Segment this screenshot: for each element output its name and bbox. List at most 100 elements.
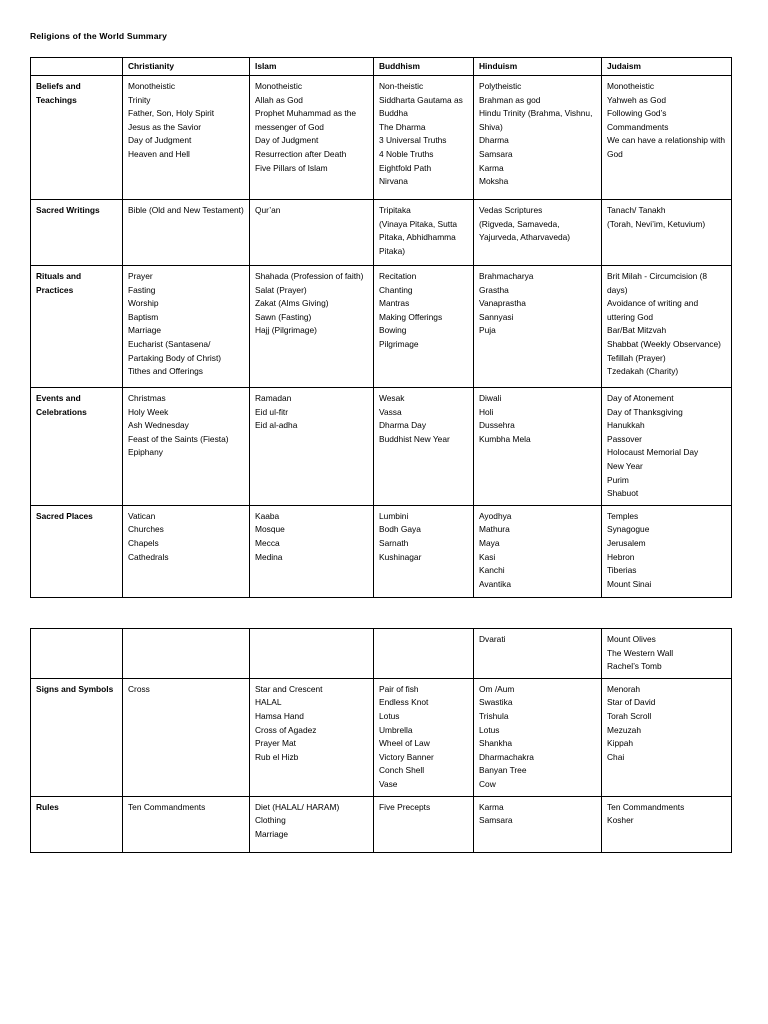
column-header-judaism: Judaism <box>601 57 732 76</box>
cell-line: Hajj (Pilgrimage) <box>255 325 317 336</box>
cell-line: Temples <box>607 510 639 521</box>
cell-judaism: Brit Milah - Circumcision (8 days) Avoida… <box>601 264 732 388</box>
row-header: Sacred Writings <box>30 198 123 266</box>
table-body: Beliefs and Teachings Monotheistic Trinity… <box>30 74 732 598</box>
cell-judaism: Temples Synagogue Jerusalem Hebron Tiberias M… <box>601 504 732 598</box>
cell-islam: Kaaba Mosque Mecca Medina <box>249 504 374 598</box>
cell-line: Day of Judgment <box>255 135 319 146</box>
cell-line: Shahada (Profession of faith) <box>255 270 364 281</box>
cell-line: Monotheistic <box>607 80 655 91</box>
cell-line: Eid al-adha <box>255 420 298 431</box>
cell-line: Sawn (Fasting) <box>255 311 312 322</box>
cell-line: Kippah <box>607 738 634 749</box>
cell-line: Samsara <box>479 815 513 826</box>
cell-line: Polytheistic <box>479 80 522 91</box>
religions-summary-table: Christianity Islam Buddhism Hinduism Jud… <box>30 57 732 598</box>
cell-line: Non-theistic <box>379 80 424 91</box>
cell-line: Cross <box>128 683 150 694</box>
column-header-blank <box>30 57 123 76</box>
cell-line: Star of David <box>607 697 656 708</box>
row-header: Signs and Symbols <box>30 677 123 797</box>
cell-line: Bodh Gaya <box>379 524 421 535</box>
table-row: Rituals and Practices Prayer Fasting Worshi… <box>30 264 732 388</box>
table-row: Sacred Places Vatican Churches Chapels Cathe… <box>30 504 732 598</box>
cell-christianity: Vatican Churches Chapels Cathedrals <box>122 504 250 598</box>
cell-line: Kasi <box>479 551 496 562</box>
cell-line: Day of Judgment <box>128 135 192 146</box>
cell-islam: Star and Crescent HALAL Hamsa Hand Cross of… <box>249 677 374 797</box>
cell-line: Yahweh as God <box>607 94 666 105</box>
cell-line: Kaaba <box>255 510 280 521</box>
cell-line: Jerusalem <box>607 538 646 549</box>
cell-line: Day of Thanksgiving <box>607 406 683 417</box>
column-header-buddhism: Buddhism <box>373 57 474 76</box>
cell-line: Bar/Bat Mitzvah <box>607 325 667 336</box>
cell-line: Trinity <box>128 94 151 105</box>
cell-line: Grastha <box>479 284 509 295</box>
cell-line: Clothing <box>255 815 286 826</box>
cell-line: Kumbha Mela <box>479 433 531 444</box>
cell-line: Chanting <box>379 284 413 295</box>
cell-line: Tefillah (Prayer) <box>607 352 666 363</box>
cell-islam: Diet (HALAL/ HARAM) Clothing Marriage <box>249 795 374 853</box>
cell-line: Heaven and Hell <box>128 148 190 159</box>
cell-buddhism: Pair of fish Endless Knot Lotus Umbrella Whe… <box>373 677 474 797</box>
cell-christianity: Bible (Old and New Testament) <box>122 198 250 266</box>
cell-line: Churches <box>128 524 164 535</box>
cell-line: Wesak <box>379 392 405 403</box>
cell-line: Avantika <box>479 578 511 589</box>
cell-line: Vedas Scriptures <box>479 204 543 215</box>
cell-line: Banyan Tree <box>479 765 527 776</box>
cell-line: Hebron <box>607 551 635 562</box>
cell-line: Vassa <box>379 406 402 417</box>
cell-line: Dvarati <box>479 634 506 644</box>
cell-line: Day of Atonement <box>607 392 674 403</box>
cell-hinduism: Diwali Holi Dussehra Kumbha Mela <box>473 386 602 506</box>
cell-line: Cathedrals <box>128 551 169 562</box>
cell-line: Eucharist (Santasena/ Partaking Body of … <box>128 338 222 363</box>
cell-line: (Torah, Nevi’im, Ketuvium) <box>607 218 706 229</box>
cell-line: (Vinaya Pitaka, Sutta Pitaka, Abhidhamma… <box>379 218 458 256</box>
cell-line: We can have a relationship with God <box>607 135 726 159</box>
cell-line: Dharma <box>479 135 509 146</box>
cell-hinduism: Om /Aum Swastika Trishula Lotus Shankha Dharm… <box>473 677 602 797</box>
table-row: Rules Ten Commandments Diet (HALAL/ HARAM)… <box>30 795 732 853</box>
row-header <box>30 628 123 679</box>
cell-christianity <box>122 628 250 679</box>
cell-line: Prayer Mat <box>255 738 296 749</box>
cell-line: Shankha <box>479 738 513 749</box>
cell-line: Brahman as god <box>479 94 541 105</box>
cell-line: Mosque <box>255 524 285 535</box>
cell-line: Puja <box>479 325 496 336</box>
cell-judaism: Ten Commandments Kosher <box>601 795 732 853</box>
cell-line: Holocaust Memorial Day <box>607 447 699 458</box>
cell-line: Moksha <box>479 176 509 187</box>
cell-line: Om /Aum <box>479 683 515 694</box>
cell-line: Prayer <box>128 270 153 281</box>
cell-hinduism: Ayodhya Mathura Maya Kasi Kanchi Avantika <box>473 504 602 598</box>
cell-line: Ten Commandments <box>607 801 685 812</box>
table-body-continued: Dvarati Mount Olives The Western Wall Rache… <box>30 628 732 853</box>
cell-line: Conch Shell <box>379 765 425 776</box>
cell-line: Baptism <box>128 311 159 322</box>
column-header-hinduism: Hinduism <box>473 57 602 76</box>
cell-line: Hamsa Hand <box>255 711 304 722</box>
cell-line: Shabuot <box>607 488 639 499</box>
cell-line: Nirvana <box>379 176 408 187</box>
cell-hinduism: Dvarati <box>473 628 602 679</box>
cell-line: Pilgrimage <box>379 338 419 349</box>
row-header: Beliefs and Teachings <box>30 74 123 200</box>
cell-line: Qur’an <box>255 204 281 215</box>
cell-line: Kosher <box>607 815 634 826</box>
cell-buddhism: Non-theistic Siddharta Gautama as Buddha T… <box>373 74 474 200</box>
cell-line: Eightfold Path <box>379 162 432 173</box>
table-row: Events and Celebrations Christmas Holy Wee… <box>30 386 732 506</box>
cell-line: Cross of Agadez <box>255 724 317 735</box>
cell-line: Dharmachakra <box>479 751 534 762</box>
cell-line: Tripitaka <box>379 204 411 215</box>
cell-line: Dharma Day <box>379 420 427 431</box>
table-header-row: Christianity Islam Buddhism Hinduism Jud… <box>30 57 732 76</box>
cell-line: Passover <box>607 433 642 444</box>
cell-line: Sannyasi <box>479 311 514 322</box>
